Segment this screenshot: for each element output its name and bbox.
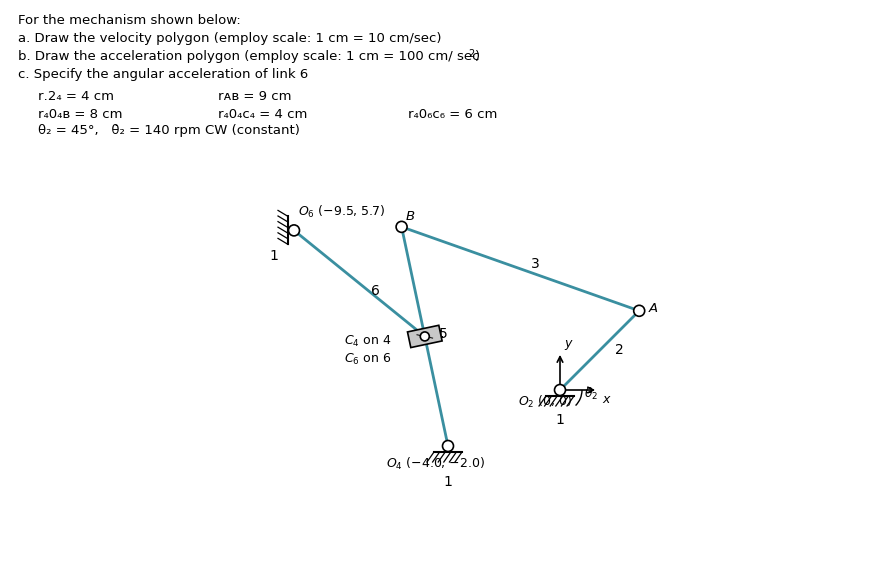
Text: 4: 4	[434, 329, 443, 343]
Text: rᴀʙ = 9 cm: rᴀʙ = 9 cm	[218, 90, 291, 103]
Circle shape	[442, 440, 454, 452]
Text: 2: 2	[615, 343, 624, 358]
Text: $O_2$ (0, 0): $O_2$ (0, 0)	[518, 394, 572, 410]
Text: r․2₄ = 4 cm: r․2₄ = 4 cm	[38, 90, 114, 103]
Text: c. Specify the angular acceleration of link 6: c. Specify the angular acceleration of l…	[18, 68, 308, 81]
Text: For the mechanism shown below:: For the mechanism shown below:	[18, 14, 241, 27]
Circle shape	[634, 305, 645, 316]
Text: 1: 1	[269, 249, 278, 263]
Text: A: A	[649, 302, 659, 315]
Text: y: y	[564, 337, 571, 350]
Text: 5: 5	[439, 328, 448, 341]
Circle shape	[396, 221, 407, 232]
Text: θ₂ = 45°,   θ̇₂ = 140 rpm CW (constant): θ₂ = 45°, θ̇₂ = 140 rpm CW (constant)	[38, 124, 300, 137]
Circle shape	[289, 225, 299, 236]
Text: 6: 6	[371, 284, 380, 298]
Text: $O_4$ (−4.0, −2.0): $O_4$ (−4.0, −2.0)	[386, 456, 485, 472]
Text: x: x	[602, 393, 609, 406]
Polygon shape	[407, 325, 442, 347]
Circle shape	[420, 332, 429, 341]
Text: ): )	[475, 50, 480, 63]
Text: 2: 2	[468, 49, 474, 59]
Text: $O_6$ (−9.5, 5.7): $O_6$ (−9.5, 5.7)	[298, 204, 386, 221]
Text: 1: 1	[443, 475, 452, 489]
Text: 3: 3	[531, 257, 540, 271]
Text: r₄0₄ʙ = 8 cm: r₄0₄ʙ = 8 cm	[38, 108, 123, 121]
Text: $\theta_2$: $\theta_2$	[585, 386, 599, 402]
Text: b. Draw the acceleration polygon (employ scale: 1 cm = 100 cm/ sec: b. Draw the acceleration polygon (employ…	[18, 50, 479, 63]
Text: $C_4$ on 4
$C_6$ on 6: $C_4$ on 4 $C_6$ on 6	[343, 334, 391, 367]
Text: 1: 1	[555, 413, 564, 427]
Text: a. Draw the velocity polygon (employ scale: 1 cm = 10 cm/sec): a. Draw the velocity polygon (employ sca…	[18, 32, 442, 45]
Text: r₄0₆ᴄ₆ = 6 cm: r₄0₆ᴄ₆ = 6 cm	[408, 108, 497, 121]
Text: r₄0₄ᴄ₄ = 4 cm: r₄0₄ᴄ₄ = 4 cm	[218, 108, 307, 121]
Text: B: B	[405, 210, 415, 223]
Circle shape	[555, 385, 565, 395]
